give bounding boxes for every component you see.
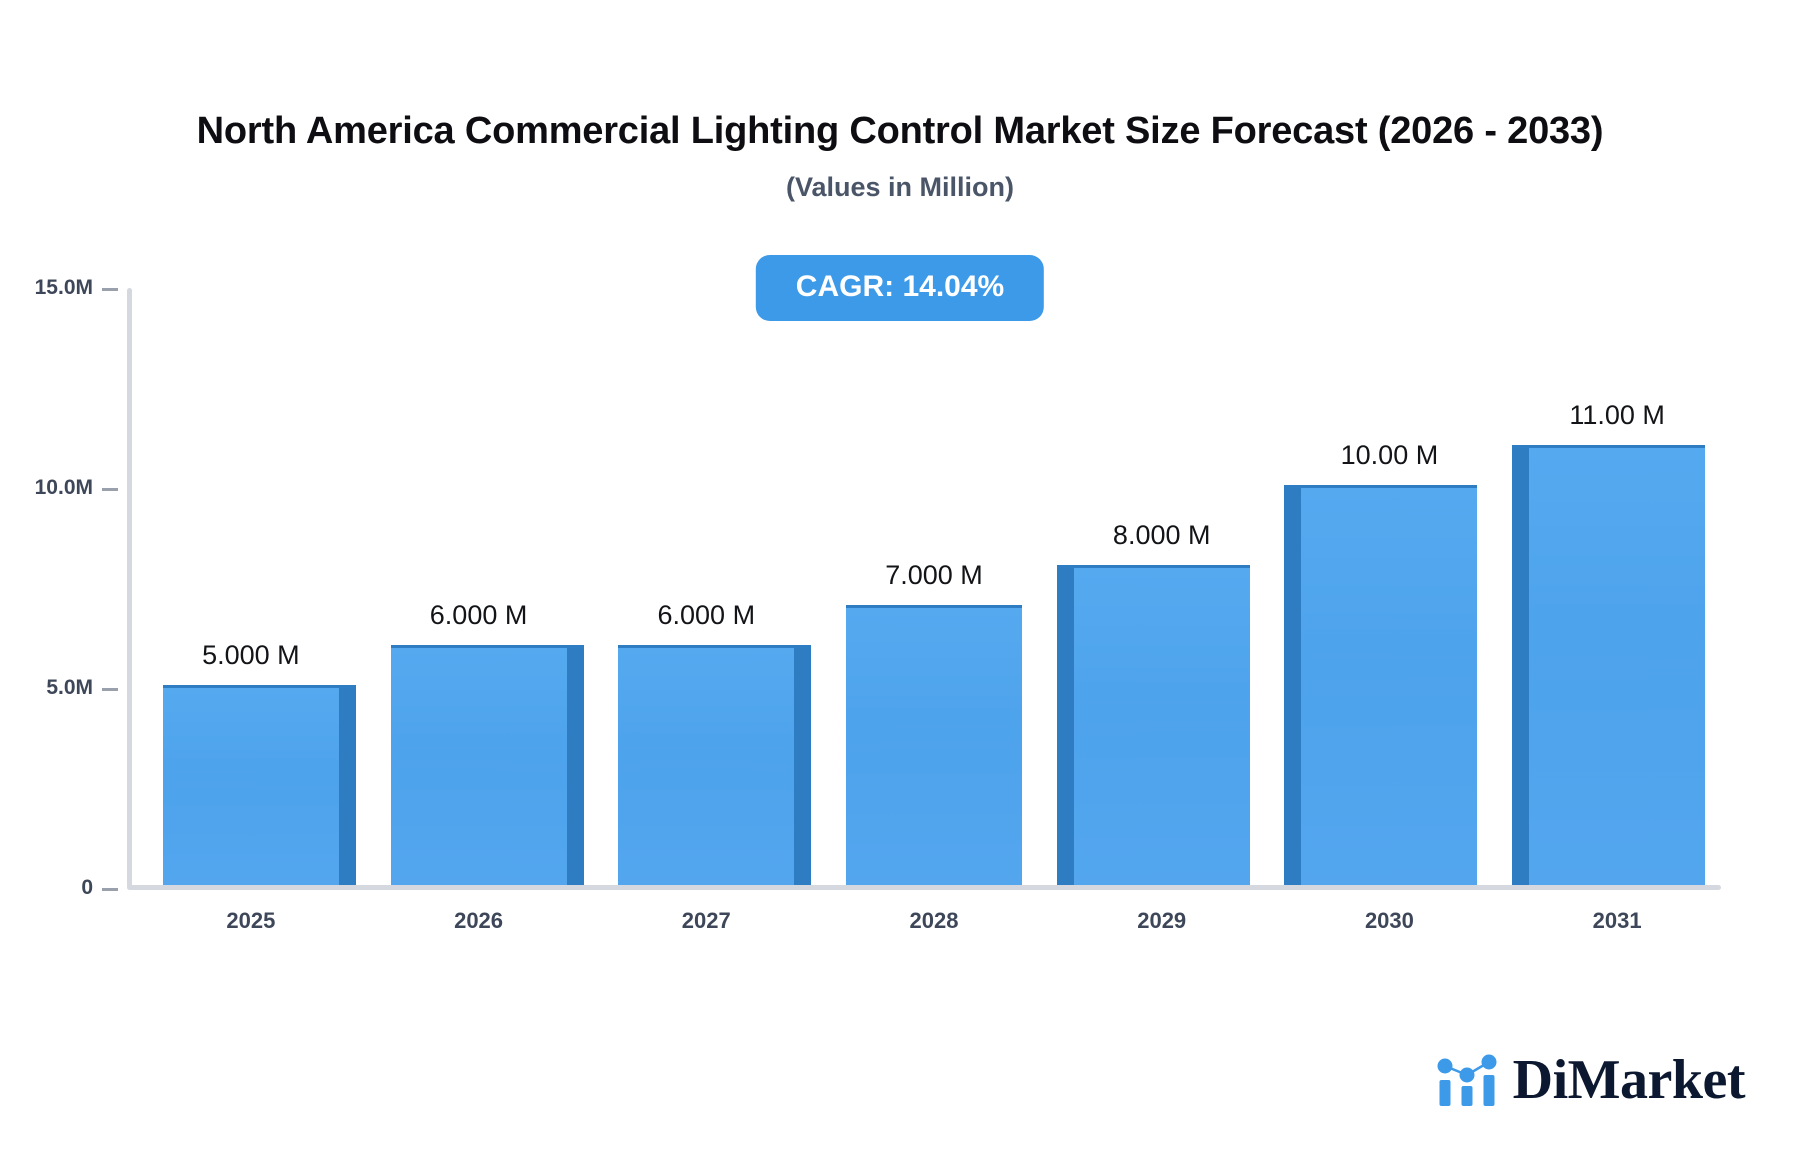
bar[interactable]: 5.000 M (162, 640, 356, 885)
bar-value-label: 6.000 M (429, 600, 528, 630)
cagr-badge: CAGR: 14.04% (755, 255, 1045, 321)
bar-front-face (846, 605, 1022, 885)
x-tick-label: 2030 (1364, 908, 1414, 933)
y-tick-mark (102, 688, 118, 691)
bar-body (390, 645, 584, 885)
y-tick-label: 5.0M (46, 676, 93, 699)
y-tick-label: 15.0M (34, 276, 93, 299)
bar-value-label: 7.000 M (885, 560, 983, 590)
bar-value-label: 11.00 M (1569, 400, 1665, 430)
chart-title: North America Commercial Lighting Contro… (196, 110, 1604, 152)
bar-value-label: 10.00 M (1340, 440, 1439, 470)
bar-front-face (1073, 565, 1250, 885)
y-tick-mark (102, 488, 118, 491)
bar-body (162, 685, 356, 885)
bar[interactable]: 6.000 M (390, 600, 584, 885)
bar-side-face (338, 685, 356, 885)
bar-side-face (1056, 565, 1074, 885)
bar-side-face (566, 645, 584, 885)
y-axis-line (127, 288, 132, 888)
bar-body (618, 645, 812, 885)
plot-area: 0 5.0M 10.0M 15.0M 5.000 M 6.000 M 6.000 M 7.0… (35, 276, 1721, 933)
bar-chart-icon (1437, 1054, 1497, 1106)
x-tick-label: 2031 (1592, 908, 1642, 933)
y-tick-mark (102, 288, 118, 291)
bar-front-face (390, 645, 567, 885)
bar-body (1056, 565, 1250, 885)
dimarket-logo: DiMarket (1437, 1049, 1746, 1111)
bar[interactable]: 6.000 M (618, 600, 812, 885)
x-tick-label: 2028 (909, 908, 959, 933)
bar-front-face (1301, 485, 1478, 885)
bar-value-label: 6.000 M (657, 600, 756, 630)
bar[interactable]: 7.000 M (846, 560, 1022, 885)
y-tick-label: 10.0M (34, 476, 93, 499)
y-tick-mark (102, 888, 118, 891)
x-tick-label: 2029 (1137, 908, 1187, 933)
bar-body (1284, 485, 1478, 885)
bar[interactable]: 8.000 M (1056, 520, 1250, 885)
x-axis-line (127, 885, 1721, 890)
x-tick-label: 2027 (681, 908, 731, 933)
chart-subtitle: (Values in Million) (785, 172, 1015, 202)
bar-front-face (1529, 445, 1706, 885)
bar-front-face (618, 645, 795, 885)
bar-front-face (162, 685, 339, 885)
bar-side-face (1512, 445, 1530, 885)
bar-body (1512, 445, 1706, 885)
bar-side-face (794, 645, 812, 885)
bar-body (846, 605, 1022, 885)
bar-value-label: 8.000 M (1112, 520, 1211, 550)
bar-side-face (1284, 485, 1302, 885)
bar-value-label: 5.000 M (202, 640, 300, 670)
logo-text: DiMarket (1512, 1049, 1746, 1111)
bar[interactable]: 10.00 M (1284, 440, 1478, 885)
x-tick-label: 2025 (226, 908, 276, 933)
bar[interactable]: 11.00 M (1512, 400, 1706, 885)
y-tick-label: 0 (81, 876, 93, 899)
x-tick-label: 2026 (454, 908, 504, 933)
